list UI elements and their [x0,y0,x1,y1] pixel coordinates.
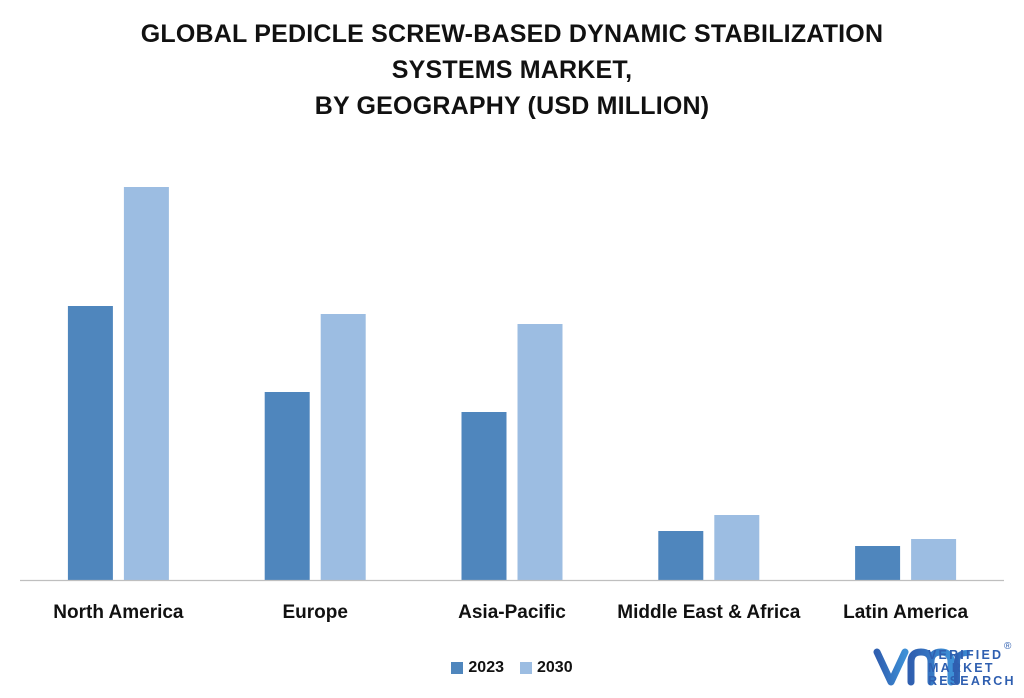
bar-europe-2023 [264,392,310,580]
registered-mark: ® [1004,641,1012,652]
chart-title-line-2: SYSTEMS MARKET, [391,56,633,84]
legend-swatch-2023 [451,662,464,674]
legend-item-2030: 2030 [520,659,573,677]
bar-middle-east-africa-2030 [714,515,760,580]
logo-text: VERIFIED MARKET RESEARCH [928,649,1016,688]
legend-item-2023: 2023 [451,659,504,677]
bar-latin-america-2030 [911,539,957,580]
bar-latin-america-2023 [855,546,901,580]
bar-middle-east-africa-2023 [658,531,704,580]
category-label-europe: Europe [282,602,347,623]
bar-europe-2030 [320,314,366,580]
bar-asia-pacific-2023 [461,412,507,580]
logo-text-line-3: RESEARCH [928,674,1016,688]
logo-text-line-2: MARKET [928,661,995,675]
vmr-logo-icon [873,648,970,686]
chart-title-line-1: GLOBAL PEDICLE SCREW-BASED DYNAMIC STABI… [140,20,884,48]
legend-label-2030: 2030 [537,659,573,676]
category-label-asia-pacific: Asia-Pacific [458,602,566,623]
category-label-north-america: North America [53,602,184,623]
chart-title-line-3: BY GEOGRAPHY (USD MILLION) [314,92,710,120]
bar-north-america-2030 [123,187,169,580]
logo-text-line-1: VERIFIED [928,648,1004,662]
category-label-middle-east-africa: Middle East & Africa [617,602,800,623]
category-labels: North America Europe Asia-Pacific Middle Ea… [53,602,968,623]
chart-title: GLOBAL PEDICLE SCREW-BASED DYNAMIC STABI… [0,16,1024,124]
legend-label-2023: 2023 [468,659,504,676]
legend-swatch-2030 [520,662,532,674]
bars-group [67,187,957,580]
bar-asia-pacific-2030 [517,324,563,580]
bar-north-america-2023 [67,306,113,580]
category-label-latin-america: Latin America [843,602,968,623]
legend: 2023 2030 [0,659,1024,677]
